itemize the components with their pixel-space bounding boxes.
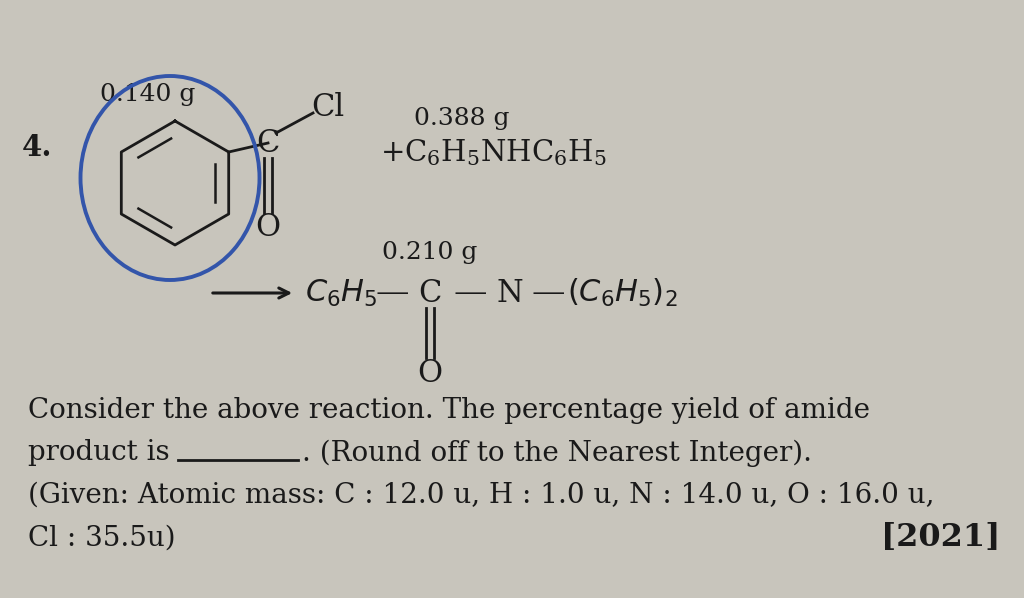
Text: . (Round off to the Nearest Integer).: . (Round off to the Nearest Integer). xyxy=(302,440,812,466)
Text: Cl : 35.5u): Cl : 35.5u) xyxy=(28,524,176,551)
Text: C: C xyxy=(256,127,280,158)
Text: O: O xyxy=(418,358,442,389)
Text: $\mathregular{+ C_6H_5NHC_6H_5}$: $\mathregular{+ C_6H_5NHC_6H_5}$ xyxy=(380,138,606,169)
Text: 4.: 4. xyxy=(22,133,52,163)
Text: —: — xyxy=(375,277,409,309)
Text: N: N xyxy=(497,277,523,309)
Text: Cl: Cl xyxy=(311,93,344,124)
Text: 0.388 g: 0.388 g xyxy=(415,106,510,130)
Text: —: — xyxy=(454,277,486,309)
Text: $(C_6H_5)_2$: $(C_6H_5)_2$ xyxy=(567,277,678,309)
Text: [2021]: [2021] xyxy=(881,523,1000,554)
Text: (Given: Atomic mass: C : 12.0 u, H : 1.0 u, N : 14.0 u, O : 16.0 u,: (Given: Atomic mass: C : 12.0 u, H : 1.0… xyxy=(28,481,935,508)
Text: O: O xyxy=(255,212,281,243)
Text: $C_6H_5$: $C_6H_5$ xyxy=(305,277,378,309)
Text: —: — xyxy=(531,277,565,309)
Text: 0.140 g: 0.140 g xyxy=(100,84,196,106)
Text: 0.210 g: 0.210 g xyxy=(382,242,477,264)
Text: C: C xyxy=(419,277,441,309)
Text: Consider the above reaction. The percentage yield of amide: Consider the above reaction. The percent… xyxy=(28,396,870,423)
Text: product is: product is xyxy=(28,440,178,466)
